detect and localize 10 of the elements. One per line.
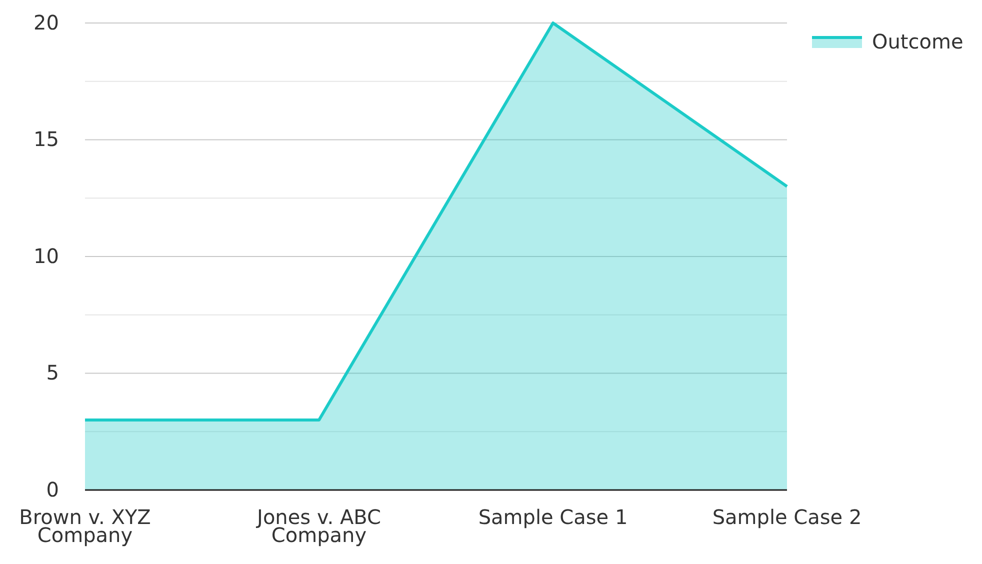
y-tick-label: 5	[46, 360, 59, 385]
x-tick-label: Sample Case 1	[478, 505, 628, 530]
legend-label: Outcome	[872, 29, 964, 54]
x-tick-label: Sample Case 2	[712, 505, 862, 530]
y-tick-label: 10	[34, 244, 59, 268]
x-tick-label: Jones v. ABC Company	[255, 505, 381, 547]
y-tick-label: 0	[46, 477, 59, 502]
x-tick-label: Brown v. XYZ Company	[19, 505, 151, 547]
y-tick-label: 20	[34, 10, 59, 34]
y-tick-label: 15	[34, 127, 59, 152]
